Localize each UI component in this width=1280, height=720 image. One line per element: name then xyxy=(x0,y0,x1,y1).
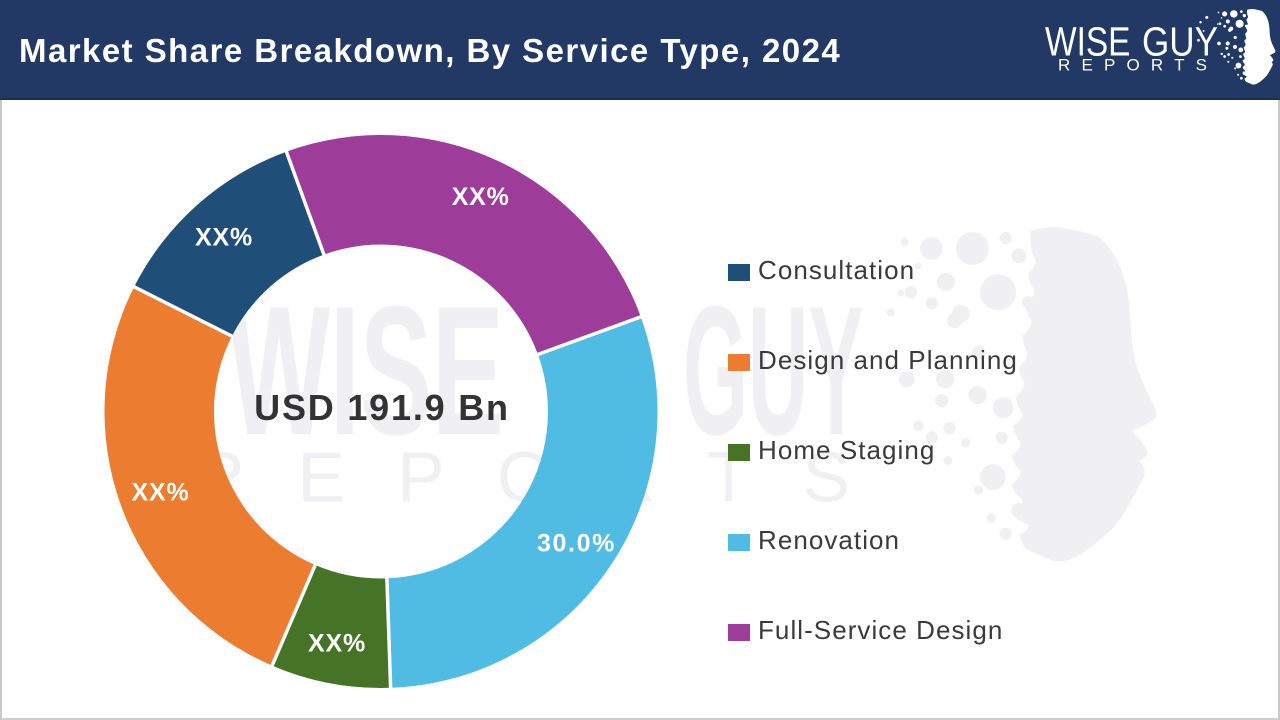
svg-text:30.0%: 30.0% xyxy=(537,530,616,558)
svg-text:GUY: GUY xyxy=(683,267,864,473)
svg-text:XX%: XX% xyxy=(132,479,190,507)
svg-text:WISE: WISE xyxy=(228,267,504,473)
svg-text:XX%: XX% xyxy=(452,183,510,211)
svg-text:XX%: XX% xyxy=(308,630,366,658)
svg-text:USD 191.9 Bn: USD 191.9 Bn xyxy=(254,387,510,428)
svg-text:WISE: WISE xyxy=(1045,19,1131,65)
svg-text:XX%: XX% xyxy=(195,224,253,252)
svg-text:GUY: GUY xyxy=(1142,19,1218,65)
